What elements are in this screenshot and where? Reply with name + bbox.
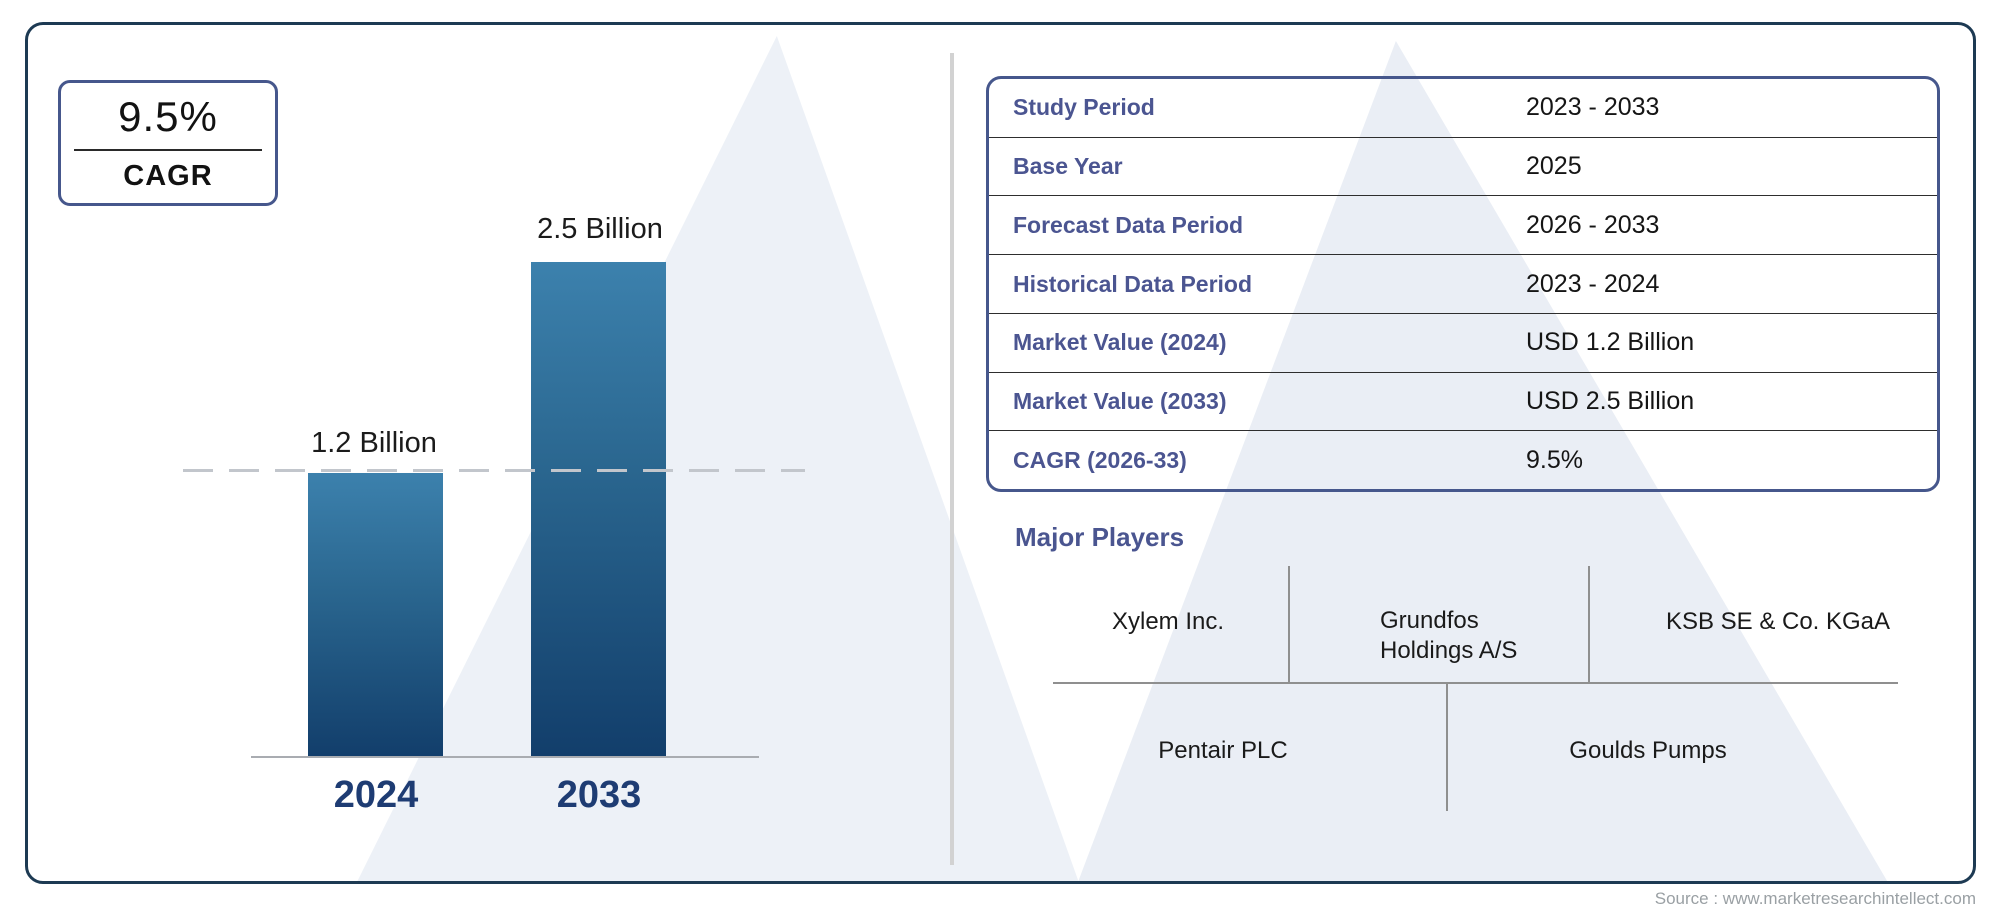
players-divider-vertical-2 (1588, 566, 1590, 682)
cagr-label: CAGR (123, 160, 213, 192)
cagr-badge-divider (74, 149, 262, 151)
row-value: 9.5% (1526, 445, 1583, 474)
row-value: 2023 - 2033 (1526, 93, 1660, 122)
bar-value-label-2024: 1.2 Billion (311, 427, 437, 459)
chart-baseline (251, 756, 759, 758)
table-row-study-period: Study Period 2023 - 2033 (989, 79, 1937, 138)
row-label: Market Value (2033) (1013, 387, 1227, 414)
row-label: Forecast Data Period (1013, 211, 1244, 238)
bar-2024 (308, 473, 443, 757)
row-value: USD 1.2 Billion (1526, 328, 1695, 357)
major-players-heading: Major Players (1015, 522, 1185, 552)
players-divider-horizontal (1053, 682, 1898, 684)
row-value: 2025 (1526, 152, 1582, 181)
player-name-grundfos: Grundfos Holdings A/S (1380, 607, 1518, 664)
outer-frame: 9.5% CAGR 1.2 Billion 2.5 Billion 2024 2… (25, 22, 1976, 884)
row-value: 2026 - 2033 (1526, 210, 1660, 239)
row-label: Base Year (1013, 153, 1123, 180)
row-label: Market Value (2024) (1013, 329, 1227, 356)
row-label: CAGR (2026-33) (1013, 446, 1187, 473)
bar-value-label-2033: 2.5 Billion (537, 213, 663, 245)
player-name-pentair: Pentair PLC (1158, 737, 1288, 764)
cagr-value: 9.5% (118, 93, 218, 140)
source-attribution: Source : www.marketresearchintellect.com (1654, 889, 1976, 908)
panel-divider (950, 53, 954, 865)
x-axis-label-2033: 2033 (556, 774, 642, 816)
market-info-table: Study Period 2023 - 2033 Base Year 2025 … (986, 76, 1940, 492)
table-row-market-value-2024: Market Value (2024) USD 1.2 Billion (989, 314, 1937, 373)
player-name-xylem: Xylem Inc. (1111, 608, 1225, 635)
table-row-market-value-2033: Market Value (2033) USD 2.5 Billion (989, 373, 1937, 432)
row-label: Historical Data Period (1013, 270, 1253, 297)
reference-dashed-line (183, 469, 805, 472)
player-name-goulds: Goulds Pumps (1569, 737, 1727, 764)
row-value: 2023 - 2024 (1526, 269, 1660, 298)
table-row-historical-period: Historical Data Period 2023 - 2024 (989, 255, 1937, 314)
table-row-cagr: CAGR (2026-33) 9.5% (989, 431, 1937, 489)
table-row-base-year: Base Year 2025 (989, 138, 1937, 197)
players-divider-vertical-3 (1446, 684, 1448, 811)
bar-2033 (531, 262, 666, 757)
player-name-ksb: KSB SE & Co. KGaA (1665, 608, 1891, 635)
row-value: USD 2.5 Billion (1526, 386, 1695, 415)
players-divider-vertical-1 (1288, 566, 1290, 682)
row-label: Study Period (1013, 94, 1155, 121)
cagr-badge: 9.5% CAGR (58, 80, 278, 206)
table-row-forecast-period: Forecast Data Period 2026 - 2033 (989, 196, 1937, 256)
x-axis-label-2024: 2024 (333, 774, 419, 816)
